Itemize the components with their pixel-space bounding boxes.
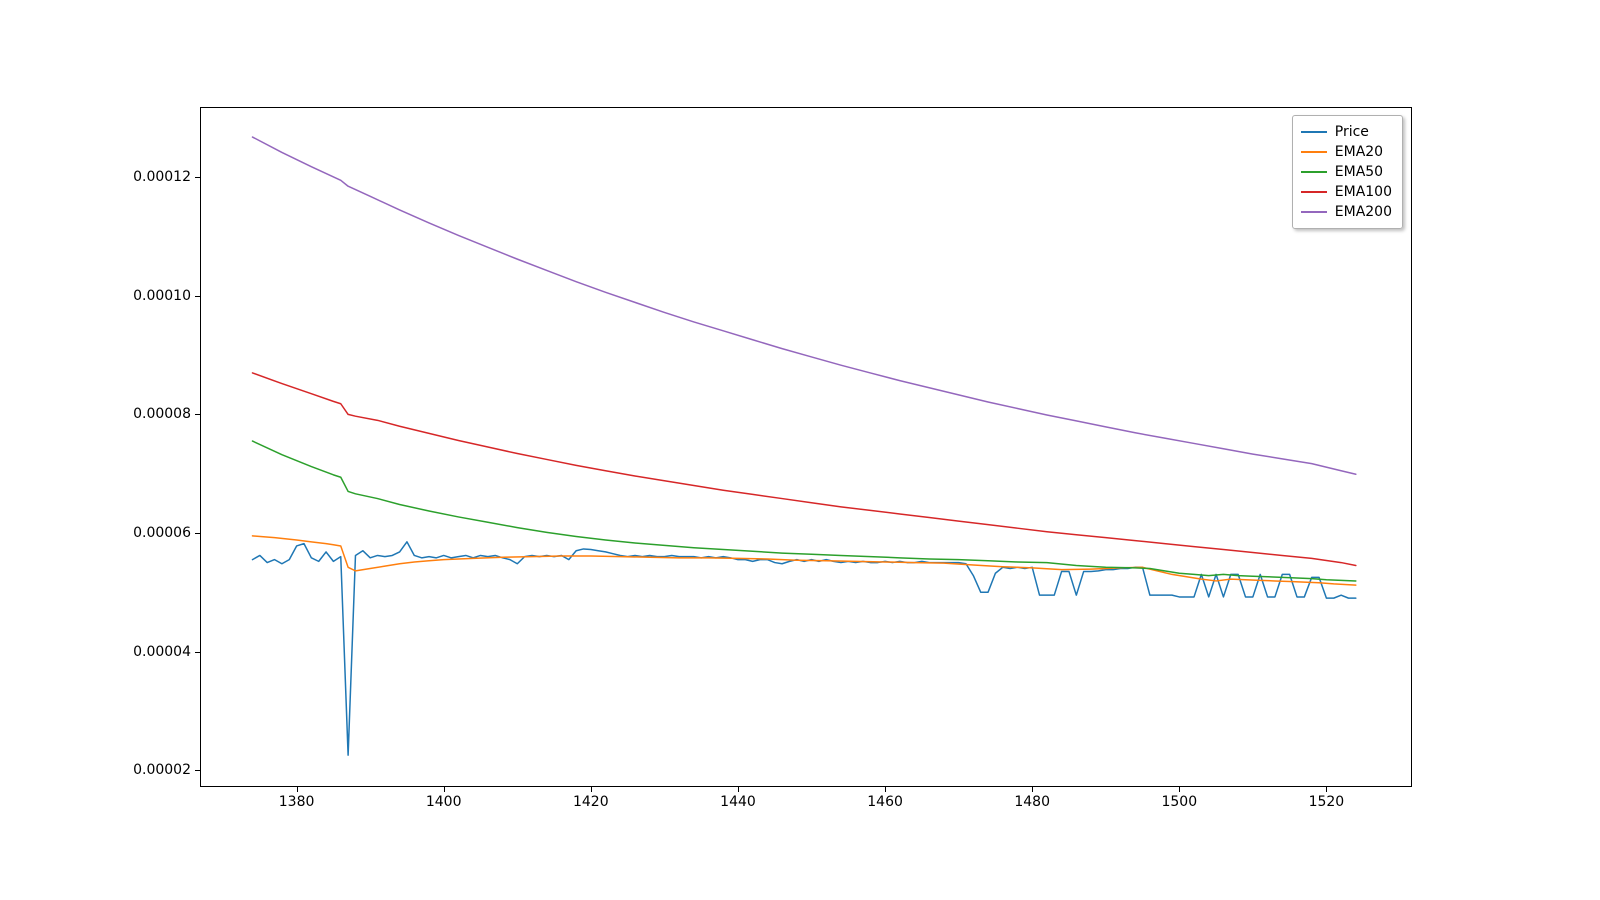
y-tick-mark: [195, 770, 200, 771]
legend-line-swatch: [1300, 211, 1327, 213]
y-tick-mark: [195, 295, 200, 297]
y-tick-mark: [195, 532, 200, 534]
legend-line-swatch: [1300, 131, 1327, 133]
series-line-ema20: [252, 536, 1355, 585]
x-tick-label: 1420: [572, 794, 609, 810]
legend-item-ema50: EMA50: [1300, 162, 1392, 182]
series-line-ema200: [252, 137, 1355, 474]
series-line-ema100: [252, 373, 1355, 566]
x-tick-label: 1380: [278, 794, 315, 810]
legend-item-ema200: EMA200: [1300, 202, 1392, 222]
x-tick-mark: [885, 787, 887, 792]
x-tick-mark: [738, 787, 739, 792]
legend-item-price: Price: [1300, 122, 1392, 142]
x-tick-label: 1440: [720, 794, 756, 810]
y-tick-label: 0.00008: [133, 406, 191, 423]
x-tick-mark: [1326, 787, 1328, 792]
x-tick-mark: [1032, 787, 1034, 792]
legend-label: Price: [1334, 124, 1369, 140]
chart-svg: [201, 108, 1411, 786]
x-tick-label: 1460: [867, 794, 903, 810]
plot-area: Price EMA20 EMA50 EMA100 EMA200 1380 1400 1420…: [133, 107, 1412, 809]
legend-item-ema100: EMA100: [1300, 182, 1392, 202]
x-tick-mark: [1179, 787, 1181, 792]
y-tick-label: 0.00002: [133, 762, 191, 778]
series-line-price: [252, 542, 1355, 755]
y-tick-mark: [195, 651, 200, 653]
legend: Price EMA20 EMA50 EMA100 EMA200: [1291, 115, 1403, 229]
legend-line-swatch: [1300, 191, 1327, 193]
x-tick-label: 1520: [1308, 794, 1345, 810]
y-tick-label: 0.00006: [133, 524, 191, 541]
y-tick-label: 0.00010: [133, 287, 191, 304]
x-tick-mark: [590, 787, 592, 792]
legend-item-ema20: EMA20: [1300, 142, 1392, 162]
legend-label: EMA200: [1334, 204, 1392, 220]
x-tick-label: 1500: [1161, 794, 1198, 810]
series-line-ema50: [252, 441, 1355, 581]
x-tick-label: 1480: [1014, 794, 1051, 810]
y-tick-mark: [195, 177, 200, 179]
x-tick-mark: [296, 787, 298, 792]
y-tick-mark: [195, 414, 200, 416]
x-tick-label: 1400: [425, 794, 462, 810]
x-tick-mark: [443, 787, 445, 792]
legend-line-swatch: [1300, 151, 1327, 153]
y-tick-label: 0.00004: [133, 643, 191, 660]
legend-label: EMA50: [1334, 164, 1384, 180]
legend-label: EMA100: [1334, 184, 1392, 200]
y-tick-label: 0.00012: [133, 169, 191, 186]
legend-label: EMA20: [1334, 144, 1384, 160]
legend-line-swatch: [1300, 171, 1327, 173]
